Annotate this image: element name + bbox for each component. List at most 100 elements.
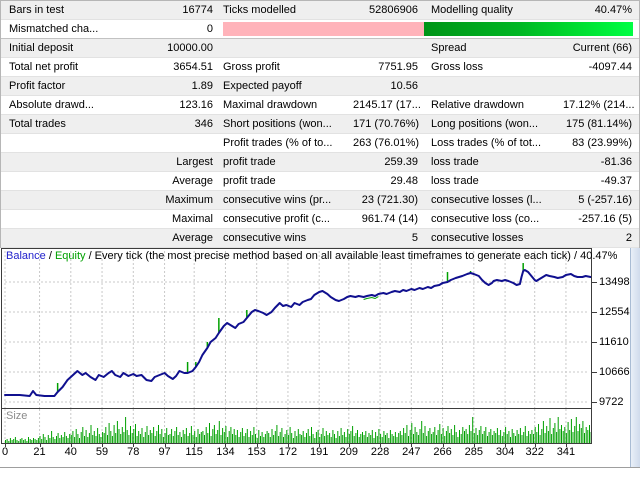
table-row: Total net profit 3654.51 Gross profit 7751.… [1,58,639,77]
y-axis-label: 12554 [599,306,630,318]
stat-label: Total net profit [9,61,79,73]
stat-value: 259.39 [384,156,418,168]
stat-label: Short positions (won... [223,118,332,130]
chart-title-text: / Every tick (the most precise method ba… [85,250,618,262]
x-axis-tick [565,444,567,447]
x-axis-tick [164,444,166,447]
stat-value: 83 (23.99%) [572,137,632,149]
equity-legend: Equity [54,250,86,262]
stat-value: 123.16 [179,99,213,111]
x-axis-label: 0 [1,446,9,458]
stat-value: 29.48 [390,175,418,187]
stat-value: 3654.51 [173,61,213,73]
x-axis-label: 191 [310,446,329,458]
stat-value: -49.37 [600,175,632,187]
quality-bar-pink [223,22,424,36]
stat-value: Largest [176,156,213,168]
y-axis-tick [592,282,597,283]
modelling-quality-bar [223,22,633,36]
x-axis-label: 59 [95,446,109,458]
stat-label: Maximal drawdown [223,99,318,111]
x-axis-tick [287,444,289,447]
size-panel-separator [2,408,591,409]
stat-label [1,191,141,209]
legend-separator: / [45,250,55,262]
stat-value [141,134,213,152]
x-axis-label: 40 [64,446,77,458]
table-row: Bars in test 16774 Ticks modelled 52806906 M… [1,1,639,20]
stat-value: 2 [625,232,632,244]
x-axis-label: 153 [247,446,266,458]
stat-value: 0 [206,23,213,35]
balance-legend: Balance [6,250,46,262]
stat-label: Gross profit [223,61,280,73]
x-axis-label: 285 [464,446,483,458]
size-bar-chart [4,409,591,444]
stat-label: loss trade [431,175,479,187]
stat-label: Loss trades (% of tot... [431,137,542,149]
x-axis-label: 21 [33,446,46,458]
x-axis-tick [380,444,382,447]
x-axis-tick [348,444,350,447]
y-axis-tick [592,402,597,403]
x-axis-tick [5,444,6,447]
table-row: Maximum consecutive wins (pr... 23 (721.30… [1,191,639,210]
stat-label: Long positions (won... [431,118,539,130]
y-axis-label: 10666 [599,366,630,378]
x-axis-tick [256,444,258,447]
table-row: Profit trades (% of to... 263 (76.01%) Los… [1,134,639,153]
panel-bottom-border [0,467,640,468]
stat-value: 17.12% (214... [563,99,635,111]
stat-value: Maximum [165,194,213,206]
stat-label: consecutive loss (co... [431,213,540,225]
balance-equity-chart [4,251,591,408]
stat-value: 263 (76.01%) [353,137,420,149]
x-axis-label: 228 [370,446,390,458]
x-axis-tick [319,444,321,447]
x-axis-tick [442,444,444,447]
stat-value: 2145.17 (17... [353,99,421,111]
table-row: Profit factor 1.89 Expected payoff 10.56 [1,77,639,96]
backtest-report-table: Bars in test 16774 Ticks modelled 52806906 M… [0,0,640,248]
x-axis-tick [534,444,536,447]
y-axis-label: 13498 [599,276,630,288]
stat-value: 961.74 (14) [361,213,418,225]
stat-label [213,39,353,57]
stat-label: Gross loss [431,61,483,73]
stat-value: 16774 [182,4,213,16]
y-axis-tick [592,342,597,343]
x-axis-label: 322 [525,446,544,458]
stat-value [353,39,418,57]
table-row: Maximal consecutive profit (c... 961.74 (1… [1,210,639,229]
stat-value: 52806906 [369,4,418,16]
stat-value: Current (66) [572,42,632,54]
table-row: Average consecutive wins 5 consecutive loss… [1,229,639,248]
stat-value: -81.36 [600,156,632,168]
table-row: Largest profit trade 259.39 loss trade -81.3… [1,153,639,172]
stat-value: 346 [194,118,213,130]
stat-label [1,134,141,152]
x-axis-label: 115 [185,446,203,458]
stat-label: consecutive losses (l... [431,194,542,206]
stat-label: Profit factor [9,80,66,92]
x-axis-label: 78 [127,446,140,458]
stat-value: 1.89 [191,80,213,92]
quality-bar-green [423,22,633,36]
stat-label: Modelling quality [431,4,513,16]
stat-value: 5 (-257.16) [578,194,632,206]
stat-label: Profit trades (% of to... [223,137,333,149]
x-axis-tick [411,444,413,447]
x-axis-label: 209 [339,446,358,458]
stat-label: consecutive wins [223,232,307,244]
stat-value: Average [172,232,213,244]
stat-label: Mismatched cha... [9,23,99,35]
vertical-scrollbar[interactable] [630,248,640,467]
stat-value: -4097.44 [588,61,632,73]
table-row: Absolute drawd... 123.16 Maximal drawdown 2… [1,96,639,115]
y-axis-tick [592,312,597,313]
stat-value: 171 (70.76%) [353,118,420,130]
stat-label: consecutive losses [431,232,524,244]
stat-label: loss trade [431,156,479,168]
x-axis-label: 266 [433,446,452,458]
x-axis-tick [194,444,196,447]
